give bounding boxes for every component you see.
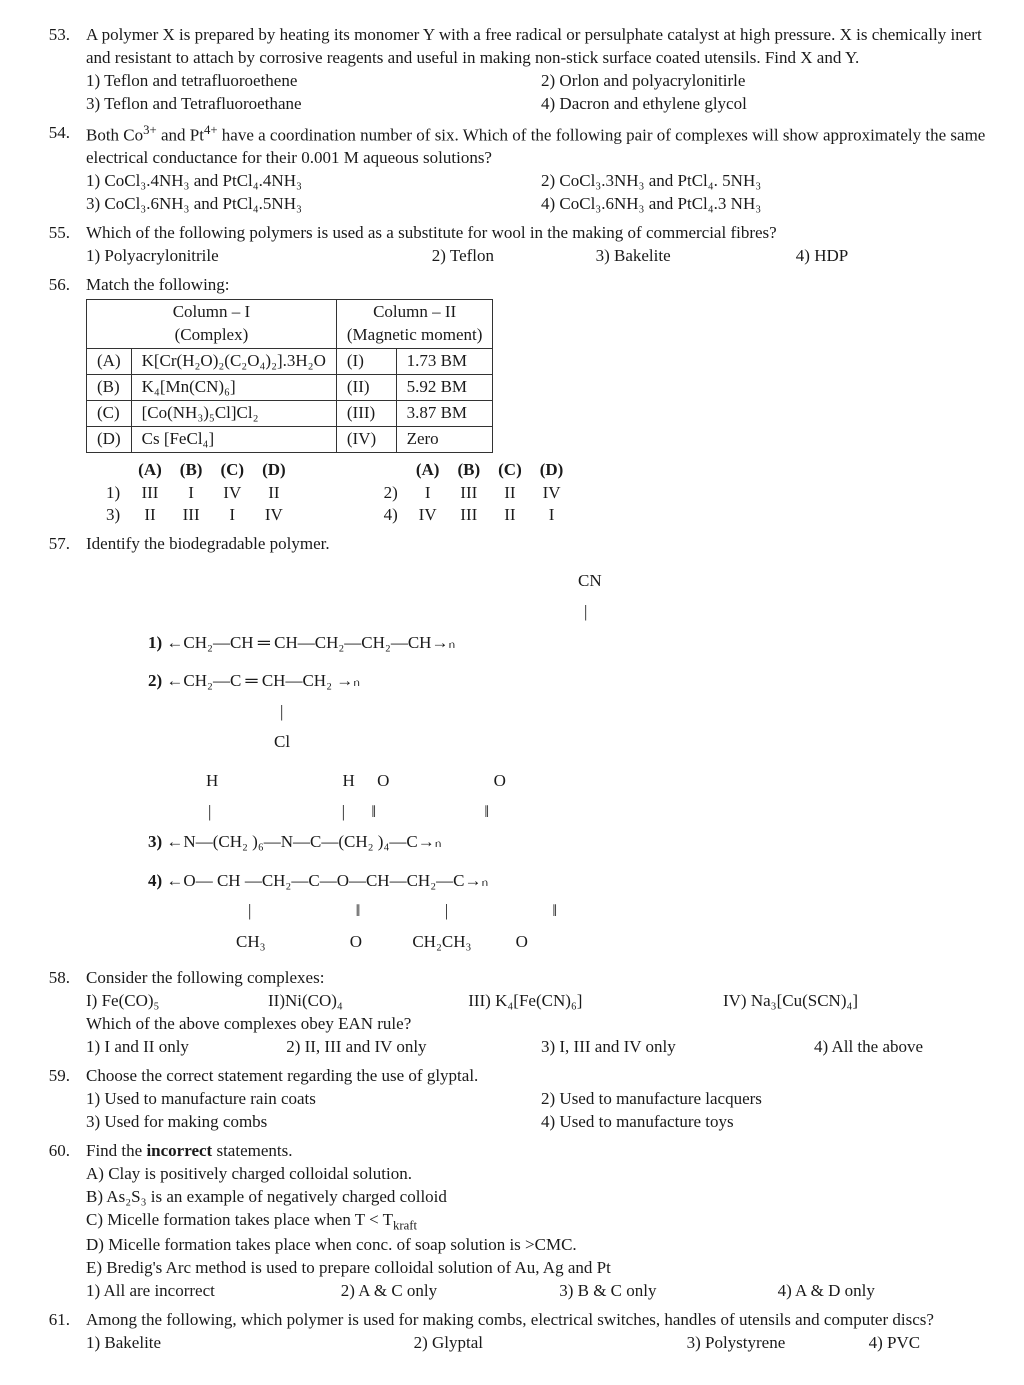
question-54: 54. Both Co3+ and Pt4+ have a coordinati… <box>28 122 996 216</box>
q60-opt1: 1) All are incorrect <box>86 1280 341 1303</box>
q60-num: 60. <box>28 1140 86 1303</box>
q53-opt1: 1) Teflon and tetrafluoroethene <box>86 70 541 93</box>
q58-c4: IV) Na₃[Cu(SCN)₄] <box>723 990 996 1013</box>
question-55: 55. Which of the following polymers is u… <box>28 222 996 268</box>
q56-answers: (A)(B)(C)(D) 1)IIIIIVII 3)IIIIIIIV (A)(B… <box>86 459 996 528</box>
q59-num: 59. <box>28 1065 86 1134</box>
question-61: 61. Among the following, which polymer i… <box>28 1309 996 1355</box>
q58-opt3: 3) I, III and IV only <box>541 1036 814 1059</box>
q54-opt4: 4) CoCl₃.6NH₃ and PtCl₄.3 NH₃ <box>541 193 996 216</box>
q57-num: 57. <box>28 533 86 556</box>
q61-num: 61. <box>28 1309 86 1355</box>
question-53: 53. A polymer X is prepared by heating i… <box>28 24 996 116</box>
q54-text: Both Co3+ and Pt4+ have a coordination n… <box>86 122 996 171</box>
q54-opt1: 1) CoCl₃.4NH₃ and PtCl₄.4NH₃ <box>86 170 541 193</box>
q55-opt3: 3) Bakelite <box>596 245 796 268</box>
question-58: 58. Consider the following complexes: I)… <box>28 967 996 1059</box>
q61-opt2: 2) Glyptal <box>414 1332 687 1355</box>
q60-b: B) As₂S₃ is an example of negatively cha… <box>86 1186 996 1209</box>
q60-opt3: 3) B & C only <box>559 1280 777 1303</box>
q60-opt2: 2) A & C only <box>341 1280 559 1303</box>
q53-opt3: 3) Teflon and Tetrafluoroethane <box>86 93 541 116</box>
q57-structures: CN | 1) ←CH₂—CH ═ CH—CH₂—CH₂—CH→ₙ 2) ←CH… <box>148 566 996 957</box>
q59-opt1: 1) Used to manufacture rain coats <box>86 1088 541 1111</box>
q57-text: Identify the biodegradable polymer. <box>86 533 996 556</box>
q55-opt4: 4) HDP <box>796 245 978 268</box>
question-60: 60. Find the incorrect statements. A) Cl… <box>28 1140 996 1303</box>
question-59: 59. Choose the correct statement regardi… <box>28 1065 996 1134</box>
question-56: 56. Match the following: Column – I(Comp… <box>28 274 996 527</box>
q61-text: Among the following, which polymer is us… <box>86 1309 996 1332</box>
q58-opt1: 1) I and II only <box>86 1036 286 1059</box>
q54-opt3: 3) CoCl₃.6NH₃ and PtCl₄.5NH₃ <box>86 193 541 216</box>
q60-e: E) Bredig's Arc method is used to prepar… <box>86 1257 996 1280</box>
q53-opt2: 2) Orlon and polyacrylonitirle <box>541 70 996 93</box>
q58-c1: I) Fe(CO)₅ <box>86 990 268 1013</box>
q61-opt3: 3) Polystyrene <box>687 1332 869 1355</box>
q60-d: D) Micelle formation takes place when co… <box>86 1234 996 1257</box>
q58-c3: III) K₄[Fe(CN)₆] <box>468 990 723 1013</box>
q58-sub: Which of the above complexes obey EAN ru… <box>86 1013 996 1036</box>
q58-num: 58. <box>28 967 86 1059</box>
q58-opt2: 2) II, III and IV only <box>286 1036 541 1059</box>
q58-opt4: 4) All the above <box>814 1036 996 1059</box>
q61-opt1: 1) Bakelite <box>86 1332 414 1355</box>
q60-c: C) Micelle formation takes place when T … <box>86 1209 996 1235</box>
question-57: 57. Identify the biodegradable polymer. <box>28 533 996 556</box>
q56-num: 56. <box>28 274 86 527</box>
q60-opt4: 4) A & D only <box>778 1280 996 1303</box>
q58-text: Consider the following complexes: <box>86 967 996 990</box>
q54-opt2: 2) CoCl₃.3NH₃ and PtCl₄. 5NH₃ <box>541 170 996 193</box>
q59-opt3: 3) Used for making combs <box>86 1111 541 1134</box>
q59-opt4: 4) Used to manufacture toys <box>541 1111 996 1134</box>
q59-opt2: 2) Used to manufacture lacquers <box>541 1088 996 1111</box>
q61-opt4: 4) PVC <box>869 1332 996 1355</box>
q54-num: 54. <box>28 122 86 216</box>
q53-opt4: 4) Dacron and ethylene glycol <box>541 93 996 116</box>
q53-text: A polymer X is prepared by heating its m… <box>86 24 996 70</box>
q60-a: A) Clay is positively charged colloidal … <box>86 1163 996 1186</box>
q53-num: 53. <box>28 24 86 116</box>
q56-match-table: Column – I(Complex) Column – II(Magnetic… <box>86 299 493 453</box>
q59-text: Choose the correct statement regarding t… <box>86 1065 996 1088</box>
q55-opt2: 2) Teflon <box>432 245 596 268</box>
q60-text: Find the incorrect statements. <box>86 1140 996 1163</box>
q55-text: Which of the following polymers is used … <box>86 222 996 245</box>
q55-num: 55. <box>28 222 86 268</box>
q56-text: Match the following: <box>86 274 996 297</box>
q58-c2: II)Ni(CO)₄ <box>268 990 468 1013</box>
q55-opt1: 1) Polyacrylonitrile <box>86 245 432 268</box>
